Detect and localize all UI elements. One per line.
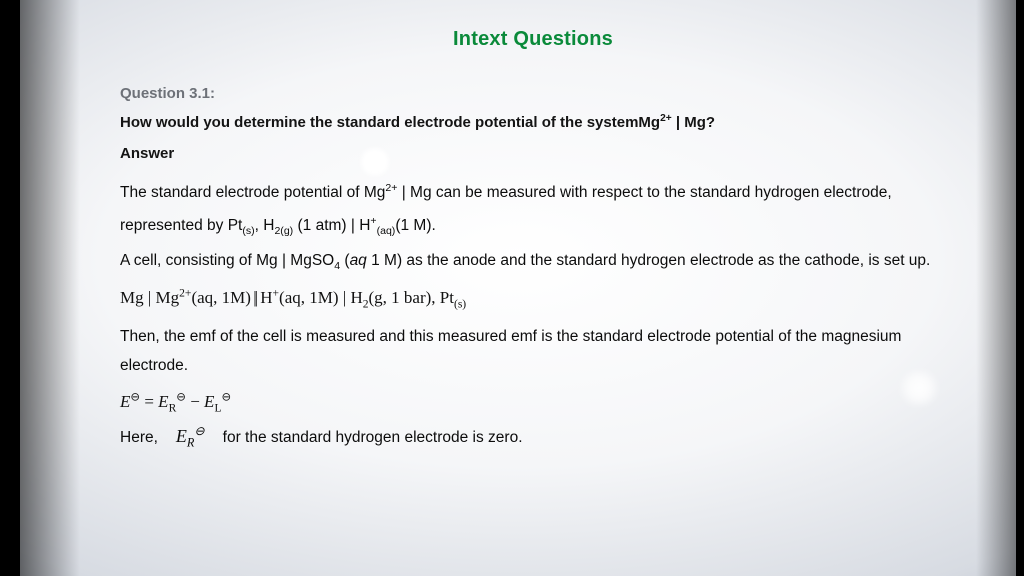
answer-label: Answer xyxy=(120,145,946,162)
answer-paragraph-1: The standard electrode potential of Mg2+… xyxy=(120,176,946,243)
emf-equation: E⊖ = ER⊖ − EL⊖ xyxy=(120,387,946,418)
answer-paragraph-2: A cell, consisting of Mg | MgSO4 (aq 1 M… xyxy=(120,244,946,277)
camera-glare-icon xyxy=(358,147,392,177)
cell-notation-formula: Mg | Mg2+(aq, 1M) || H+(aq, 1M) | H2(g, … xyxy=(120,283,946,314)
here-rest: for the standard hydrogen electrode is z… xyxy=(223,429,523,447)
here-line: Here, ER⊖ for the standard hydrogen elec… xyxy=(120,426,946,447)
camera-glare-icon xyxy=(898,370,940,406)
question-text: How would you determine the standard ele… xyxy=(120,112,946,135)
section-title: Intext Questions xyxy=(120,28,946,51)
here-symbol: ER⊖ xyxy=(176,426,205,447)
question-number: Question 3.1: xyxy=(120,85,946,102)
here-label: Here, xyxy=(120,429,158,447)
textbook-page: Intext Questions Question 3.1: How would… xyxy=(20,0,1016,576)
answer-paragraph-3: Then, the emf of the cell is measured an… xyxy=(120,322,946,381)
